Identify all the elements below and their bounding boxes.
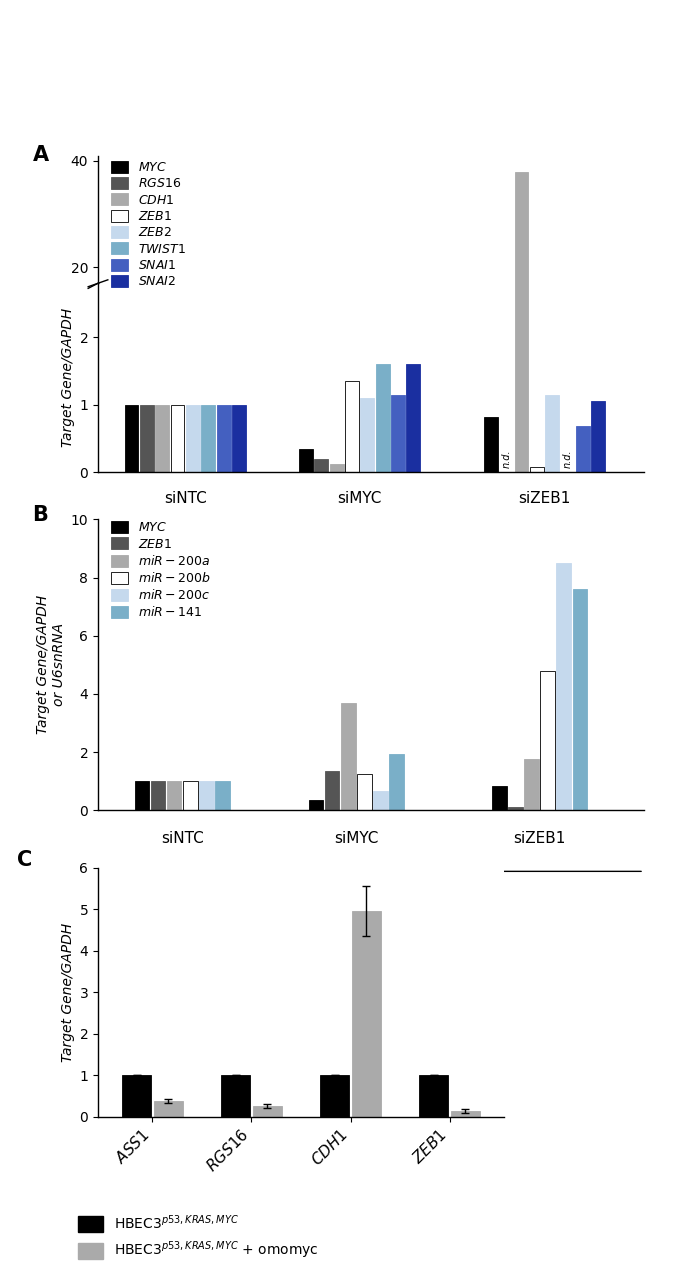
Bar (540, 671, 555, 810)
Bar (232, 404, 246, 472)
Bar (508, 808, 523, 810)
Bar (376, 365, 390, 374)
Bar (345, 366, 359, 374)
Bar (545, 367, 559, 374)
Bar (573, 590, 587, 810)
Bar (484, 369, 498, 374)
Y-axis label: Target Gene/GAPDH
or U6snRNA: Target Gene/GAPDH or U6snRNA (36, 595, 66, 735)
Bar (199, 781, 213, 810)
Bar (391, 367, 405, 374)
Text: siNTC: siNTC (164, 491, 206, 507)
Bar (592, 401, 606, 472)
Bar (186, 404, 200, 472)
Bar (360, 398, 374, 472)
Bar (217, 369, 230, 374)
Text: siMYC: siMYC (337, 491, 382, 507)
Bar (545, 394, 559, 472)
Bar (125, 404, 139, 472)
Bar (524, 759, 539, 810)
Bar (419, 1074, 448, 1116)
Text: n.d.: n.d. (501, 449, 511, 468)
Bar (330, 464, 344, 472)
Legend: $\it{MYC}$, $\it{RGS16}$, $\it{CDH1}$, $\it{ZEB1}$, $\it{ZEB2}$, $\it{TWIST1}$, : $\it{MYC}$, $\it{RGS16}$, $\it{CDH1}$, $… (110, 160, 188, 290)
Bar (352, 911, 381, 1116)
Bar (155, 404, 169, 472)
Bar (514, 171, 528, 374)
Bar (345, 382, 359, 472)
Bar (221, 1074, 250, 1116)
Bar (321, 1074, 349, 1116)
Bar (484, 417, 498, 472)
Bar (232, 369, 246, 374)
Bar (155, 369, 169, 374)
Bar (373, 791, 388, 810)
Bar (140, 369, 154, 374)
Y-axis label: Target Gene/GAPDH: Target Gene/GAPDH (61, 923, 75, 1062)
Bar (314, 458, 328, 472)
Bar (530, 467, 544, 472)
Bar (407, 364, 420, 472)
Bar (357, 773, 372, 810)
Bar (451, 1111, 480, 1116)
Bar (202, 369, 215, 374)
Bar (341, 703, 356, 810)
Bar (150, 781, 165, 810)
Legend: HBEC3$^{p53,KRAS,MYC}$, HBEC3$^{p53,KRAS,MYC}$ + omomyc: HBEC3$^{p53,KRAS,MYC}$, HBEC3$^{p53,KRAS… (77, 1212, 321, 1263)
Bar (360, 367, 374, 374)
Bar (299, 449, 313, 472)
Bar (217, 404, 230, 472)
Bar (407, 365, 420, 374)
Y-axis label: Target Gene/GAPDH: Target Gene/GAPDH (61, 308, 75, 448)
Bar (183, 781, 197, 810)
Text: siZEB1: siZEB1 (519, 491, 570, 507)
Bar (576, 370, 590, 374)
Text: C: C (17, 850, 32, 870)
Bar (186, 369, 200, 374)
Bar (576, 426, 590, 472)
Bar (167, 781, 181, 810)
Text: A: A (32, 145, 48, 166)
Bar (592, 367, 606, 374)
Bar (514, 0, 528, 472)
Bar (299, 371, 313, 374)
Bar (140, 404, 154, 472)
Legend: $\it{MYC}$, $\it{ZEB1}$, $\it{miR-200a}$, $\it{miR-200b}$, $\it{miR-200c}$, $\it: $\it{MYC}$, $\it{ZEB1}$, $\it{miR-200a}$… (110, 519, 213, 620)
Bar (253, 1106, 281, 1116)
Bar (389, 754, 404, 810)
Bar (309, 800, 323, 810)
Bar (122, 1074, 151, 1116)
Text: HBEC3$^{p53,KRAS,MYC}$: HBEC3$^{p53,KRAS,MYC}$ (309, 897, 433, 916)
Bar (216, 781, 230, 810)
Bar (556, 563, 571, 810)
Bar (325, 771, 340, 810)
Bar (154, 1101, 183, 1116)
Text: siZEB1: siZEB1 (513, 831, 566, 846)
Bar (376, 364, 390, 472)
Bar (171, 369, 185, 374)
Bar (125, 369, 139, 374)
Bar (171, 404, 185, 472)
Bar (492, 786, 507, 810)
Bar (134, 781, 149, 810)
Bar (202, 404, 215, 472)
Text: B: B (32, 505, 48, 524)
Text: siMYC: siMYC (334, 831, 379, 846)
Bar (391, 394, 405, 472)
Text: n.d.: n.d. (563, 449, 573, 468)
Text: HBEC3$^{p53,KRAS,MYC}$: HBEC3$^{p53,KRAS,MYC}$ (309, 547, 433, 567)
Text: siNTC: siNTC (161, 831, 204, 846)
